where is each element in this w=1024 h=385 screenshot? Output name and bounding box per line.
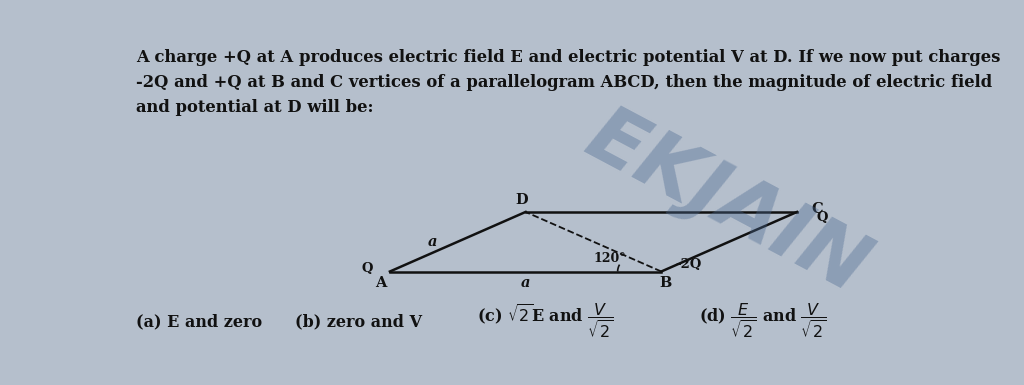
Text: Q: Q [817, 211, 828, 224]
Text: EKJAIN: EKJAIN [573, 97, 881, 310]
Text: (c) $\sqrt{2}$E and $\dfrac{V}{\sqrt{2}}$: (c) $\sqrt{2}$E and $\dfrac{V}{\sqrt{2}}… [477, 302, 613, 341]
Text: a: a [521, 276, 530, 290]
Text: -2Q: -2Q [676, 258, 702, 271]
Text: A: A [375, 276, 386, 290]
Text: C: C [811, 202, 822, 216]
Text: A charge +Q at A produces electric field E and electric potential V at D. If we : A charge +Q at A produces electric field… [136, 49, 1000, 116]
Text: (d) $\dfrac{E}{\sqrt{2}}$ and $\dfrac{V}{\sqrt{2}}$: (d) $\dfrac{E}{\sqrt{2}}$ and $\dfrac{V}… [699, 302, 827, 341]
Text: Q: Q [361, 262, 374, 275]
Text: 120°: 120° [593, 252, 626, 264]
Text: (b) zero and V: (b) zero and V [295, 313, 422, 330]
Text: (a) E and zero: (a) E and zero [136, 313, 262, 330]
Text: a: a [428, 235, 437, 249]
Text: D: D [515, 193, 528, 207]
Text: B: B [659, 276, 672, 290]
